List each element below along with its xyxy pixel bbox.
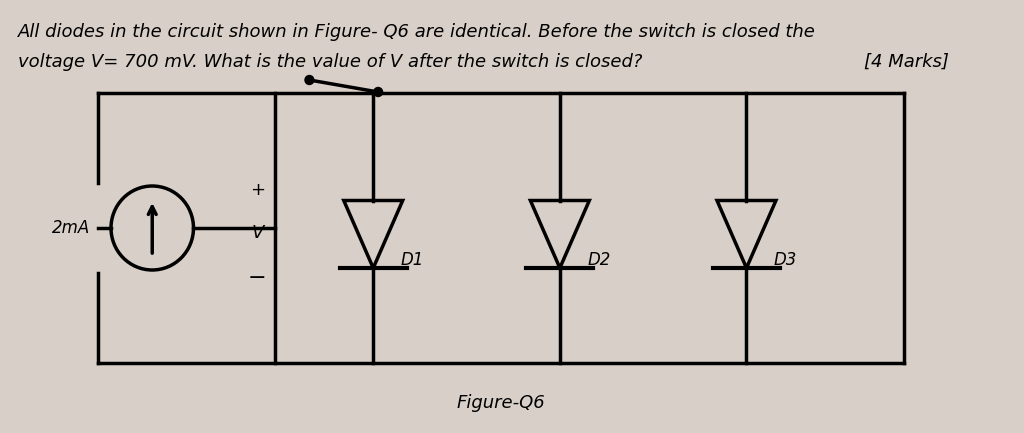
Circle shape [374, 87, 383, 97]
Text: [4 Marks]: [4 Marks] [864, 53, 949, 71]
Circle shape [305, 75, 313, 84]
Text: V: V [251, 224, 263, 242]
Text: −: − [248, 268, 266, 288]
Text: D1: D1 [400, 251, 424, 269]
Text: 2mA: 2mA [52, 219, 90, 237]
Text: D2: D2 [588, 251, 610, 269]
Text: voltage V= 700 mV. What is the value of V after the switch is closed?: voltage V= 700 mV. What is the value of … [17, 53, 642, 71]
Text: All diodes in the circuit shown in Figure- Q6 are identical. Before the switch i: All diodes in the circuit shown in Figur… [17, 23, 815, 41]
Text: +: + [250, 181, 265, 199]
Text: Figure-Q6: Figure-Q6 [457, 394, 546, 412]
Text: D3: D3 [774, 251, 798, 269]
